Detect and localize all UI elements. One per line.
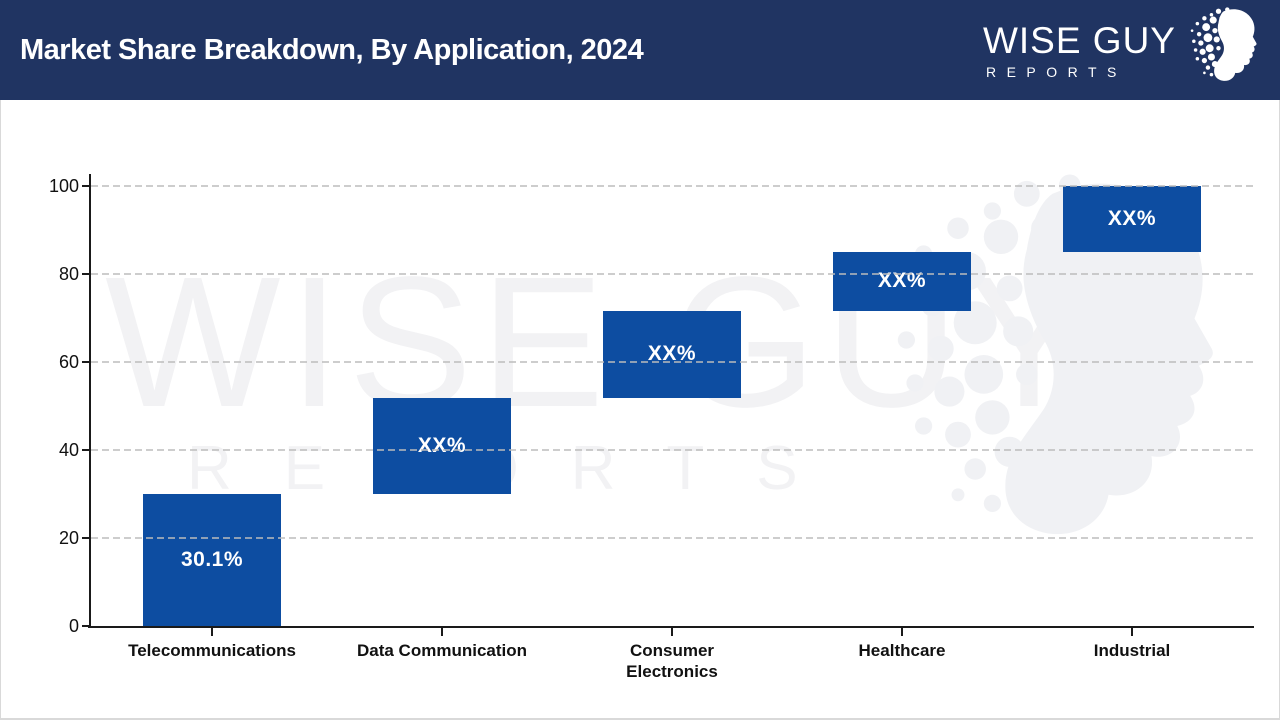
gridline-20 [91, 537, 1254, 539]
page-title: Market Share Breakdown, By Application, … [20, 33, 644, 66]
x-tick-mark [441, 628, 443, 636]
logo-wordmark: WISE GUY [982, 19, 1176, 61]
x-axis [88, 626, 1254, 628]
bar-healthcare: XX% [833, 252, 971, 311]
watermark-subtext: REPORTS [187, 434, 850, 503]
category-label: Healthcare [858, 641, 946, 660]
bar-value-label: XX% [647, 342, 697, 366]
x-tick-mark [1131, 628, 1133, 636]
y-tick-label: 100 [48, 176, 79, 196]
y-tick-label: 60 [58, 352, 79, 372]
gridline-40 [91, 449, 1254, 451]
y-tick-label: 40 [58, 440, 79, 460]
bar-value-label: XX% [877, 269, 927, 293]
bar-value-label: 30.1% [180, 547, 244, 571]
y-tick-mark [82, 361, 89, 363]
brand-logo: WISE GUY REPORTS [983, 6, 1266, 94]
x-tick-mark [671, 628, 673, 636]
bar-data-communication: XX% [373, 397, 511, 494]
y-tick-label: 80 [58, 264, 79, 284]
y-tick-mark [82, 273, 89, 275]
bar-value-label: XX% [1107, 207, 1157, 231]
x-tick-mark [901, 628, 903, 636]
bar-consumer-electronics: XX% [603, 310, 741, 398]
gridline-80 [91, 273, 1254, 275]
logo-subtext: REPORTS [985, 63, 1127, 80]
y-tick-label: 0 [68, 616, 79, 636]
category-label: Consumer Electronics [626, 641, 718, 682]
bar-industrial: XX% [1063, 186, 1201, 253]
y-tick-mark [82, 625, 89, 627]
brand-logo-text: WISE GUY REPORTS [983, 22, 1176, 79]
y-tick-mark [82, 185, 89, 187]
y-tick-mark [82, 537, 89, 539]
y-axis [89, 174, 91, 628]
header: Market Share Breakdown, By Application, … [0, 0, 1280, 100]
bar-telecommunications: 30.1% [143, 493, 281, 626]
bar-value-label: XX% [417, 433, 467, 457]
y-tick-label: 20 [58, 528, 79, 548]
x-tick-mark [211, 628, 213, 636]
chart-area: WISE GUY REPORTS 0 20 40 60 80 100 30.1% Teleco… [0, 100, 1280, 720]
logo-face-icon [1190, 7, 1257, 81]
y-tick-mark [82, 449, 89, 451]
category-label: Data Communication [356, 641, 528, 660]
category-label: Telecommunications [128, 641, 296, 660]
gridline-60 [91, 361, 1254, 363]
gridline-100 [91, 185, 1254, 187]
category-label: Industrial [1093, 641, 1171, 660]
